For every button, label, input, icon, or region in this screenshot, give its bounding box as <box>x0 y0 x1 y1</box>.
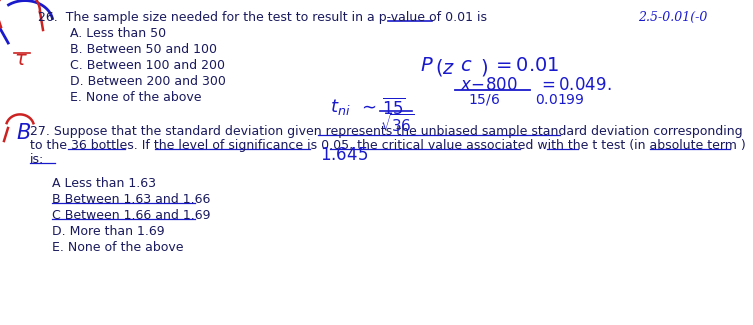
Text: $c$: $c$ <box>460 57 472 75</box>
Text: $B$: $B$ <box>16 123 31 143</box>
Text: $(z$: $(z$ <box>435 57 456 78</box>
Text: 2.5-0.01(-0: 2.5-0.01(-0 <box>638 11 707 24</box>
Text: B. Between 50 and 100: B. Between 50 and 100 <box>70 43 217 56</box>
Text: $)$: $)$ <box>480 57 488 78</box>
Text: $\sqrt{36}$: $\sqrt{36}$ <box>380 113 415 135</box>
Text: A. Less than 50: A. Less than 50 <box>70 27 166 40</box>
Text: to the 36 bottles. If the level of significance is 0.05, the critical value asso: to the 36 bottles. If the level of signi… <box>30 139 745 152</box>
Text: $1.645$: $1.645$ <box>320 147 368 164</box>
Text: $x\!-\!800$: $x\!-\!800$ <box>460 77 518 94</box>
Text: $= 0.049.$: $= 0.049.$ <box>538 77 611 94</box>
Text: $\tau$: $\tau$ <box>14 51 28 69</box>
Text: B Between 1.63 and 1.66: B Between 1.63 and 1.66 <box>52 193 210 206</box>
Text: E. None of the above: E. None of the above <box>52 241 184 254</box>
Text: D. Between 200 and 300: D. Between 200 and 300 <box>70 75 226 88</box>
Text: 26.  The sample size needed for the test to result in a p-value of 0.01 is: 26. The sample size needed for the test … <box>38 11 487 24</box>
Text: $= 0.01$: $= 0.01$ <box>492 57 559 75</box>
Text: is:: is: <box>30 153 44 166</box>
Text: C Between 1.66 and 1.69: C Between 1.66 and 1.69 <box>52 209 211 222</box>
Text: C. Between 100 and 200: C. Between 100 and 200 <box>70 59 225 72</box>
Text: E. None of the above: E. None of the above <box>70 91 202 104</box>
Text: $\overline{15}$: $\overline{15}$ <box>382 97 405 118</box>
Text: A Less than 1.63: A Less than 1.63 <box>52 177 156 190</box>
Text: 27. Suppose that the standard deviation given represents the unbiased sample sta: 27. Suppose that the standard deviation … <box>30 125 742 138</box>
Text: $0.0199$: $0.0199$ <box>535 93 584 107</box>
Text: D. More than 1.69: D. More than 1.69 <box>52 225 165 238</box>
Text: $\sim$: $\sim$ <box>358 97 376 115</box>
Text: $t_{ni}$: $t_{ni}$ <box>330 97 350 117</box>
Text: $P$: $P$ <box>420 57 434 75</box>
Text: $15/6$: $15/6$ <box>468 92 500 107</box>
